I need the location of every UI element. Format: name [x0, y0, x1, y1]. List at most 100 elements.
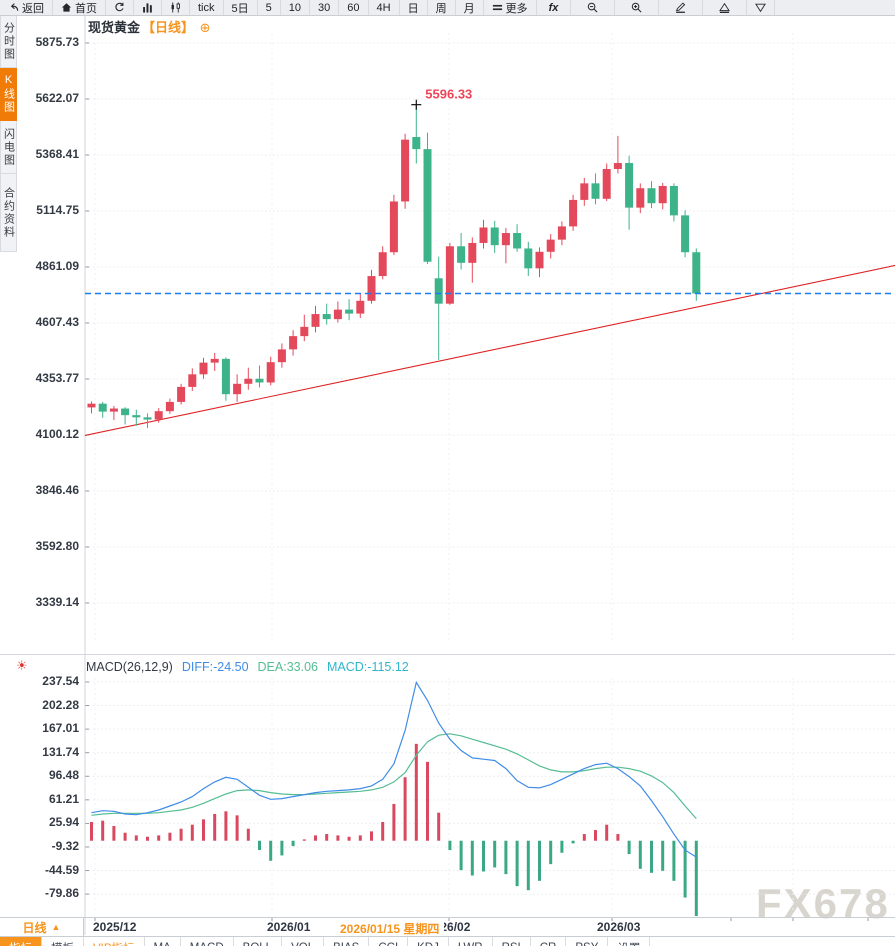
candle-body: [277, 349, 286, 363]
macd-tick-label: -9.32: [51, 838, 79, 853]
dea-line: [91, 733, 697, 819]
candle-body: [524, 248, 533, 269]
home-button[interactable]: 首页: [53, 0, 106, 15]
macd-hist-bar: [571, 840, 575, 844]
macd-hist-bar: [112, 826, 116, 841]
fx-indicator-button[interactable]: fx: [537, 0, 572, 15]
macd-hist-bar: [605, 824, 609, 841]
sidebar-item-3[interactable]: 闪电图: [0, 121, 17, 174]
tab-PSY[interactable]: PSY: [566, 937, 609, 946]
period-60m-button[interactable]: 60: [339, 0, 369, 15]
period-selector-label: 日线: [22, 920, 47, 935]
macd-hist-bar: [560, 840, 564, 853]
candle-body: [658, 185, 667, 204]
tab-CR[interactable]: CR: [531, 937, 567, 946]
macd-hist-bar: [414, 743, 418, 841]
price-tick-label: 4100.12: [35, 426, 79, 441]
bar-chart-type-button[interactable]: [134, 0, 162, 15]
macd-hist-bar: [347, 836, 351, 841]
candle-body: [244, 378, 253, 384]
candle-body: [356, 300, 365, 314]
zoom-out-button[interactable]: [571, 0, 616, 15]
macd-hist-bar: [224, 811, 228, 841]
candle-body: [423, 149, 432, 262]
tick-period-button[interactable]: tick: [190, 0, 224, 15]
macd-hist-bar: [526, 840, 530, 891]
period-5d-button[interactable]: 5日: [224, 0, 258, 15]
macd-hist-bar: [426, 761, 429, 841]
x-axis-date-label: 2025/12: [93, 920, 137, 934]
period-4h-button[interactable]: 4H: [369, 0, 400, 15]
macd-hist-bar: [213, 814, 217, 841]
candle-body: [546, 239, 555, 252]
tab-CCI[interactable]: CCI: [369, 937, 409, 946]
candle-body: [434, 278, 443, 304]
tab-VOL[interactable]: VOL: [282, 937, 325, 946]
sidebar-item-2[interactable]: K线图: [0, 68, 17, 121]
candlestick-type-button[interactable]: [162, 0, 190, 15]
macd-hist-bar: [448, 840, 452, 851]
candle-body: [266, 362, 275, 383]
high-price-label: 5596.33: [425, 87, 472, 102]
macd-hist-bar: [594, 830, 597, 841]
toolbar-item-label: fx: [548, 1, 559, 14]
candle-body: [557, 226, 566, 240]
back-button[interactable]: 返回: [0, 0, 53, 15]
triangle-up-icon: ▲: [51, 922, 61, 932]
tab-RSI[interactable]: RSI: [493, 937, 531, 946]
candle-body: [255, 378, 264, 383]
macd-dea-value: DEA:33.06: [257, 660, 318, 674]
tab-BOLL[interactable]: BOLL: [234, 937, 283, 946]
shapes-more-button[interactable]: [747, 0, 776, 15]
refresh-button[interactable]: [106, 0, 134, 15]
tab-MA[interactable]: MA: [145, 937, 181, 946]
price-tick-label: 4861.09: [35, 259, 79, 273]
macd-hist-bar: [146, 836, 149, 841]
toolbar-item-label: 日: [407, 2, 419, 15]
period-30m-button[interactable]: 30: [310, 0, 340, 15]
sidebar-item-4[interactable]: 合约资料: [0, 174, 17, 252]
tab-BIAS[interactable]: BIAS: [324, 937, 370, 946]
tab-LWR[interactable]: LWR: [449, 937, 493, 946]
macd-hist-bar: [280, 840, 284, 856]
candle-body: [165, 401, 174, 412]
toolbar-item-label: tick: [198, 1, 215, 14]
macd-hist-bar: [582, 834, 586, 841]
macd-hist-bar: [235, 815, 239, 841]
candle-body: [692, 252, 701, 294]
shapes-button[interactable]: [703, 0, 748, 15]
tab-模板[interactable]: 模板: [42, 937, 84, 946]
zoom-in-button[interactable]: [615, 0, 660, 15]
tab-KDJ[interactable]: KDJ: [408, 937, 449, 946]
tab-VIP指标[interactable]: VIP指标: [84, 937, 145, 946]
macd-hist-bar: [90, 822, 93, 841]
tab-MACD[interactable]: MACD: [181, 937, 234, 946]
period-tag: 【日线】: [142, 20, 195, 35]
candle-body: [681, 215, 690, 253]
macd-hist-bar: [683, 840, 687, 898]
candle-body: [143, 417, 152, 420]
period-10m-button[interactable]: 10: [281, 0, 310, 15]
tab-指标[interactable]: 指标: [0, 937, 42, 946]
period-5m-button[interactable]: 5: [258, 0, 281, 15]
toolbar-item-label: 60: [347, 1, 360, 14]
zoom-out-icon: [587, 2, 598, 13]
tab-设置[interactable]: 设置: [608, 937, 651, 946]
sun-icon[interactable]: ☀: [16, 658, 28, 673]
more-button[interactable]: 更多: [484, 0, 537, 15]
candle-body: [188, 374, 197, 387]
trendline: [84, 264, 895, 437]
candle-body: [501, 233, 510, 246]
macd-hist-bar: [101, 820, 105, 841]
draw-button[interactable]: [659, 0, 704, 15]
period-month-button[interactable]: 月: [456, 0, 484, 15]
sidebar-item-1[interactable]: 分时图: [0, 15, 17, 68]
toolbar-item-label: 返回: [22, 2, 44, 15]
period-week-button[interactable]: 周: [428, 0, 456, 15]
period-day-button[interactable]: 日: [400, 0, 428, 15]
watermark: FX678: [756, 880, 890, 927]
period-selector-button[interactable]: 日线 ▲: [0, 918, 84, 936]
refresh-icon: [114, 2, 125, 13]
add-indicator-icon[interactable]: ⊕: [199, 20, 211, 35]
